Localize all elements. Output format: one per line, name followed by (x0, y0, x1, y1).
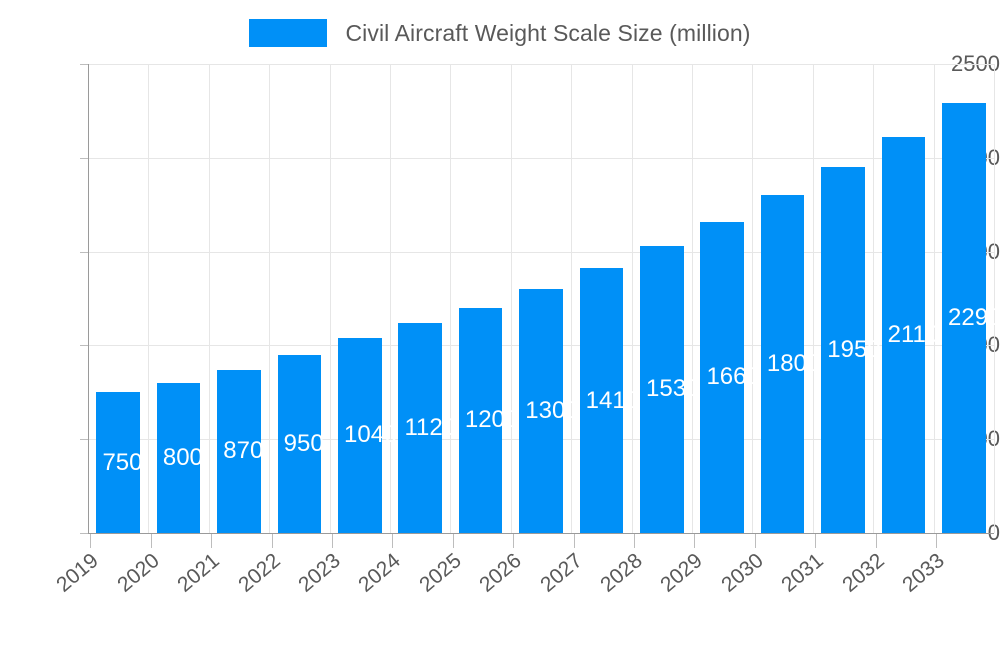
bar[interactable] (156, 382, 201, 533)
gridline-vertical (450, 64, 451, 533)
y-tick-mark (80, 439, 88, 441)
x-tick-mark (694, 534, 696, 548)
bar[interactable] (640, 245, 684, 533)
bar[interactable] (398, 322, 442, 533)
y-tick-label: 0 (926, 520, 1000, 546)
y-tick-mark (80, 157, 88, 159)
y-tick-mark (80, 64, 88, 65)
x-tick-mark (936, 534, 938, 548)
bar[interactable] (700, 221, 744, 533)
y-axis-line (88, 64, 89, 534)
y-tick-mark (80, 251, 88, 253)
gridline-vertical (632, 64, 633, 533)
gridline-vertical (994, 64, 995, 533)
x-tick-mark (271, 534, 273, 548)
gridline-vertical (209, 64, 210, 533)
x-tick-mark (150, 534, 152, 548)
bar[interactable] (338, 337, 382, 533)
gridline-vertical (269, 64, 270, 533)
gridline-vertical (330, 64, 331, 533)
x-tick-mark (452, 534, 454, 548)
gridline-vertical (934, 64, 935, 533)
x-tick-mark (513, 534, 515, 548)
y-tick-mark (80, 533, 88, 534)
legend-label: Civil Aircraft Weight Scale Size (millio… (345, 19, 751, 46)
gridline-vertical (752, 64, 753, 533)
bar[interactable] (821, 167, 865, 533)
gridline-vertical (511, 64, 512, 533)
x-tick-mark (211, 534, 213, 548)
bar[interactable] (942, 103, 986, 533)
bar[interactable] (96, 392, 140, 533)
gridline-horizontal (88, 64, 994, 65)
x-tick-mark (573, 534, 575, 548)
bar[interactable] (458, 307, 503, 533)
y-tick-label: 2500 (951, 51, 1000, 76)
bar-chart: Civil Aircraft Weight Scale Size (millio… (0, 12, 1000, 597)
bar[interactable] (277, 354, 322, 533)
bar[interactable] (519, 289, 563, 533)
y-tick-mark (80, 345, 88, 347)
gridline-vertical (390, 64, 391, 533)
x-axis-line (88, 533, 994, 534)
gridline-vertical (148, 64, 149, 533)
gridline-horizontal (88, 251, 994, 253)
x-tick-mark (875, 534, 877, 548)
plot-area: 750 800 870 950 1040 1120 1200 1300 1410 1530 1660… (88, 64, 1000, 534)
x-tick-mark (90, 534, 92, 548)
legend-swatch-icon (249, 19, 328, 47)
x-tick-mark (392, 534, 394, 548)
bar[interactable] (579, 268, 624, 533)
chart-legend: Civil Aircraft Weight Scale Size (millio… (0, 12, 1000, 54)
gridline-horizontal (88, 157, 994, 159)
gridline-vertical (692, 64, 693, 533)
x-tick-mark (634, 534, 636, 548)
bar[interactable] (760, 195, 805, 533)
gridline-vertical (873, 64, 874, 533)
x-tick-mark (754, 534, 756, 548)
bar[interactable] (881, 137, 926, 533)
gridline-vertical (571, 64, 572, 533)
x-tick-mark (332, 534, 334, 548)
x-tick-mark (815, 534, 817, 548)
gridline-vertical (813, 64, 814, 533)
bar[interactable] (217, 369, 261, 533)
